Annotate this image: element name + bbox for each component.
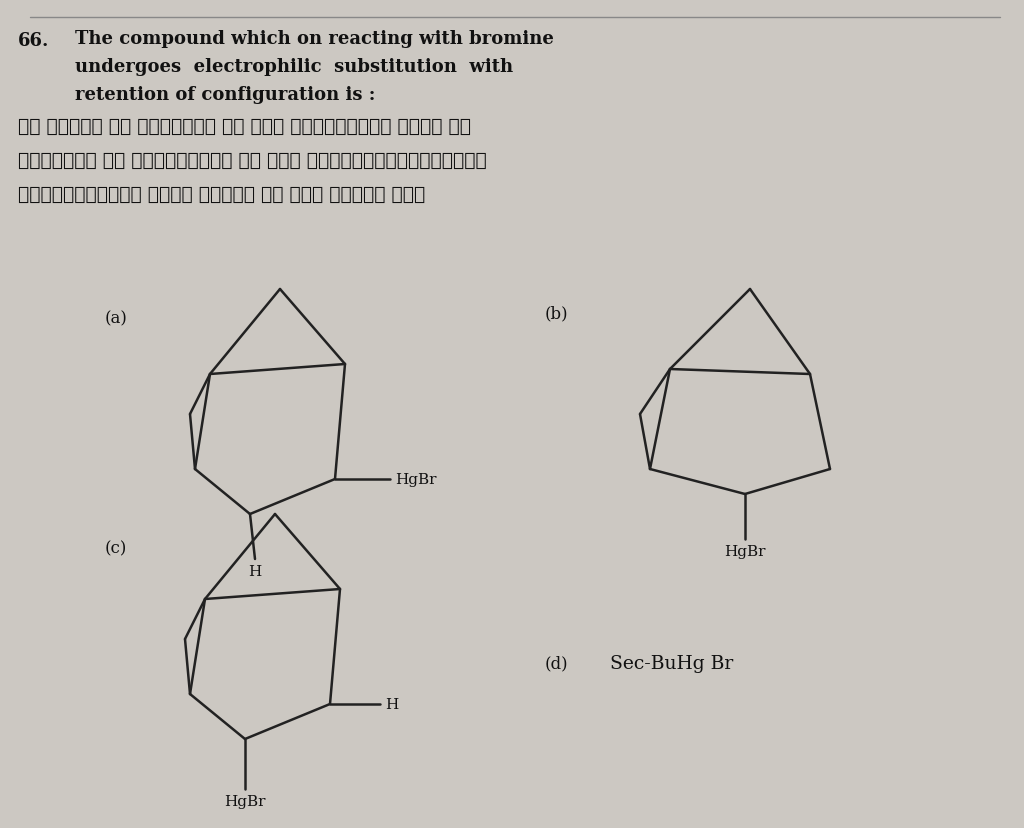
Text: The compound which on reacting with bromine: The compound which on reacting with brom…: [75, 30, 554, 48]
Text: वह यौगिक जो ब्रोमीन के साथ अभिक्रिया करने पर: वह यौगिक जो ब्रोमीन के साथ अभिक्रिया करन…: [18, 118, 471, 136]
Text: (b): (b): [545, 305, 568, 321]
Text: retention of configuration is :: retention of configuration is :: [75, 86, 376, 104]
Text: undergoes  electrophilic  substitution  with: undergoes electrophilic substitution wit…: [75, 58, 513, 76]
Text: HgBr: HgBr: [224, 794, 266, 808]
Text: H: H: [249, 565, 261, 578]
Text: 66.: 66.: [18, 32, 49, 50]
Text: HgBr: HgBr: [724, 544, 766, 558]
Text: (d): (d): [545, 654, 568, 672]
Text: (c): (c): [105, 539, 127, 556]
Text: प्रतिस्थापन बहुत आसानी से आगे बढ़ता है।: प्रतिस्थापन बहुत आसानी से आगे बढ़ता है।: [18, 185, 425, 204]
Text: H: H: [385, 697, 398, 711]
Text: Sec-BuHg Br: Sec-BuHg Br: [610, 654, 733, 672]
Text: HgBr: HgBr: [395, 473, 436, 486]
Text: विन्यास के प्रतिधारण के साथ इलेक्ट्रानस्नेही: विन्यास के प्रतिधारण के साथ इलेक्ट्रानस्…: [18, 152, 486, 170]
Text: (a): (a): [105, 310, 128, 326]
